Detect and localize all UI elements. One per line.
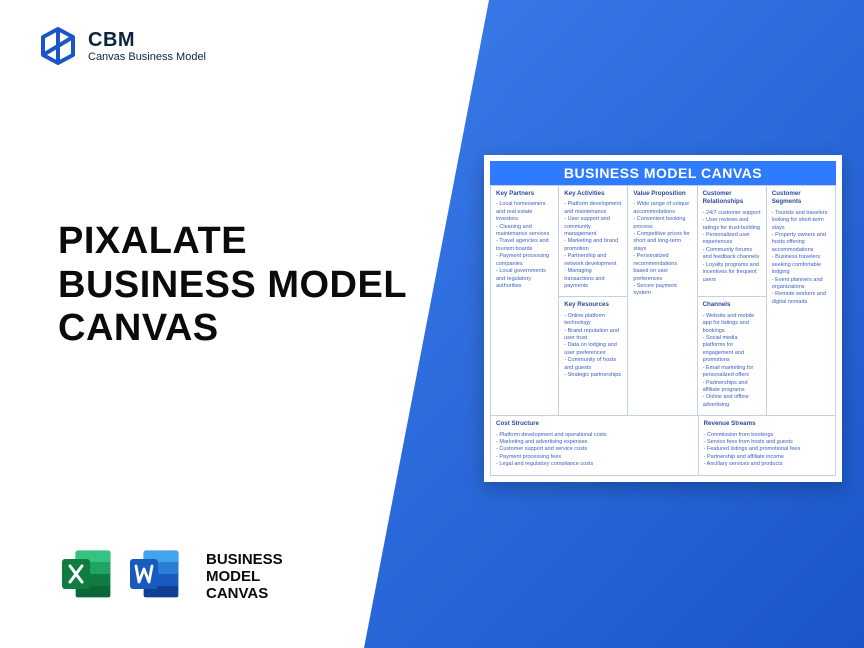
list-item: Secure payment system (633, 283, 691, 298)
list-item: Travel agencies and tourism boards (496, 238, 553, 253)
list-item: Personalized user experiences (703, 232, 761, 247)
list-key-resources: Online platform technologyBrand reputati… (564, 313, 622, 380)
list-item: Service fees from hosts and guests (704, 439, 830, 446)
list-item: Ancillary services and products (704, 461, 830, 468)
heading-value-proposition: Value Proposition (633, 190, 691, 198)
canvas-preview: BUSINESS MODEL CANVAS Key Partners Local… (484, 155, 842, 482)
list-key-partners: Local homeowners and real estate investo… (496, 201, 553, 290)
list-item: Brand reputation and user trust (564, 328, 622, 343)
list-item: Remote workers and digital nomads (772, 291, 830, 306)
cell-revenue-streams: Revenue Streams Commission from bookings… (698, 416, 836, 475)
word-icon (126, 545, 184, 608)
list-item: Business travelers seeking comfortable l… (772, 254, 830, 276)
list-item: Personalized recommendations based on us… (633, 253, 691, 283)
list-item: Community forums and feedback channels (703, 247, 761, 262)
logo-area: CBM Canvas Business Model (38, 26, 206, 66)
list-item: Partnership and network development (564, 253, 622, 268)
icons-label-line-2: MODEL (206, 568, 283, 585)
list-item: Platform development and maintenance (564, 201, 622, 216)
list-item: Legal and regulatory compliance costs (496, 461, 693, 468)
list-item: Customer support and service costs (496, 446, 693, 453)
heading-revenue-streams: Revenue Streams (704, 420, 830, 428)
list-item: Partnerships and affiliate programs (703, 380, 761, 395)
cell-value-proposition: Value Proposition Wide range of unique a… (628, 186, 697, 416)
list-item: Online and offline advertising (703, 394, 761, 409)
list-item: Convenient booking process (633, 216, 691, 231)
list-item: Cleaning and maintenance services (496, 224, 553, 239)
list-item: Social media platforms for engagement an… (703, 335, 761, 365)
list-item: Partnership and affiliate income (704, 454, 830, 461)
cell-customer-relationships: Customer Relationships 24/7 customer sup… (698, 186, 767, 297)
list-item: Wide range of unique accommodations (633, 201, 691, 216)
list-item: Local homeowners and real estate investo… (496, 201, 553, 223)
icons-label-line-3: CANVAS (206, 585, 283, 602)
list-item: Platform development and operational cos… (496, 432, 693, 439)
list-value-proposition: Wide range of unique accommodationsConve… (633, 201, 691, 297)
logo-subtitle: Canvas Business Model (88, 51, 206, 63)
list-item: Local governments and regulatory authori… (496, 268, 553, 290)
list-cost-structure: Platform development and operational cos… (496, 432, 693, 469)
cell-key-resources: Key Resources Online platform technology… (559, 297, 628, 416)
heading-cost-structure: Cost Structure (496, 420, 693, 428)
list-item: Marketing and advertising expenses (496, 439, 693, 446)
icons-label: BUSINESS MODEL CANVAS (206, 551, 283, 603)
list-key-activities: Platform development and maintenanceUser… (564, 201, 622, 290)
cell-cost-structure: Cost Structure Platform development and … (490, 416, 698, 475)
list-item: Website and mobile app for listings and … (703, 313, 761, 335)
list-item: 24/7 customer support (703, 210, 761, 217)
list-item: User reviews and ratings for trust-build… (703, 217, 761, 232)
list-item: Tourists and travelers looking for short… (772, 210, 830, 232)
title-line-3: CANVAS (58, 307, 407, 351)
list-item: User support and community management (564, 216, 622, 238)
heading-key-activities: Key Activities (564, 190, 622, 198)
cell-customer-segments: Customer Segments Tourists and travelers… (767, 186, 836, 416)
list-item: Online platform technology (564, 313, 622, 328)
list-item: Featured listings and promotional fees (704, 446, 830, 453)
excel-icon (58, 545, 116, 608)
list-revenue-streams: Commission from bookingsService fees fro… (704, 432, 830, 469)
heading-key-partners: Key Partners (496, 190, 553, 198)
canvas-title: BUSINESS MODEL CANVAS (490, 161, 836, 185)
list-item: Loyalty programs and incentives for freq… (703, 262, 761, 284)
logo-abbreviation: CBM (88, 29, 206, 51)
list-item: Community of hosts and guests (564, 357, 622, 372)
heading-customer-relationships: Customer Relationships (703, 190, 761, 207)
list-item: Payment processing companies (496, 253, 553, 268)
list-item: Managing transactions and payments (564, 268, 622, 290)
list-item: Email marketing for personalized offers (703, 365, 761, 380)
list-item: Data on lodging and user preferences (564, 342, 622, 357)
file-icons-area: BUSINESS MODEL CANVAS (58, 545, 283, 608)
page-title: PIXALATE BUSINESS MODEL CANVAS (58, 220, 407, 351)
title-line-2: BUSINESS MODEL (58, 264, 407, 308)
cell-key-partners: Key Partners Local homeowners and real e… (490, 186, 559, 416)
list-channels: Website and mobile app for listings and … (703, 313, 761, 409)
heading-customer-segments: Customer Segments (772, 190, 830, 207)
heading-channels: Channels (703, 301, 761, 309)
list-item: Marketing and brand promotion (564, 238, 622, 253)
list-customer-segments: Tourists and travelers looking for short… (772, 210, 830, 306)
logo-icon (38, 26, 78, 66)
list-item: Property owners and hosts offering accom… (772, 232, 830, 254)
canvas-grid: Key Partners Local homeowners and real e… (490, 185, 836, 476)
list-item: Commission from bookings (704, 432, 830, 439)
list-customer-relationships: 24/7 customer supportUser reviews and ra… (703, 210, 761, 284)
logo-text: CBM Canvas Business Model (88, 29, 206, 63)
cell-channels: Channels Website and mobile app for list… (698, 297, 767, 416)
list-item: Strategic partnerships (564, 372, 622, 379)
icons-label-line-1: BUSINESS (206, 551, 283, 568)
heading-key-resources: Key Resources (564, 301, 622, 309)
list-item: Competitive prices for short and long-te… (633, 231, 691, 253)
cell-key-activities: Key Activities Platform development and … (559, 186, 628, 297)
list-item: Payment processing fees (496, 454, 693, 461)
title-line-1: PIXALATE (58, 220, 407, 264)
list-item: Event planners and organizations (772, 277, 830, 292)
